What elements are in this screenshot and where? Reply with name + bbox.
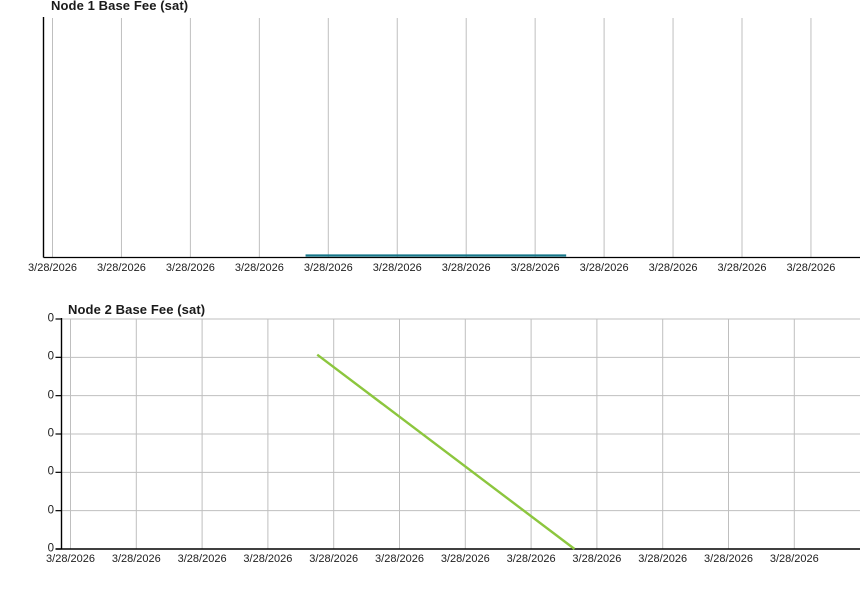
x-tick-label: 3/28/2026 [638, 553, 688, 565]
x-tick-label: 3/28/2026 [177, 553, 227, 565]
x-tick-label: 3/28/2026 [165, 261, 215, 274]
x-tick-label: 3/28/2026 [309, 553, 359, 565]
x-tick-label: 3/28/2026 [303, 261, 353, 274]
x-tick-label: 3/28/2026 [717, 261, 767, 274]
y-tick-label: 0 [47, 504, 54, 517]
y-tick-label: 0 [47, 389, 54, 402]
x-tick-label: 3/28/2026 [46, 553, 95, 565]
y-tick-label: 0 [47, 465, 54, 478]
chart-panel-node1: Node 1 Base Fee (sat) 3/28/2026 3/28/2026… [0, 0, 860, 292]
x-tick-label: 3/28/2026 [648, 261, 698, 274]
x-tick-label: 3/28/2026 [441, 261, 491, 274]
chart-panel-node2: Node 2 Base Fee (sat) 0 0 0 0 0 0 0 3/28/2026 3… [0, 292, 860, 600]
chart-title-node1: Node 1 Base Fee (sat) [51, 0, 189, 13]
x-tick-label: 3/28/2026 [243, 553, 293, 565]
x-tick-label: 3/28/2026 [704, 553, 753, 565]
x-tick-label: 3/28/2026 [375, 553, 424, 565]
chart-title-node2: Node 2 Base Fee (sat) [68, 302, 206, 317]
x-tick-label: 3/28/2026 [579, 261, 629, 274]
x-tick-label: 3/28/2026 [506, 553, 556, 565]
x-tick-label: 3/28/2026 [372, 261, 422, 274]
x-tick-label: 3/28/2026 [510, 261, 560, 274]
x-tick-label: 3/28/2026 [96, 261, 146, 274]
x-tick-label: 3/28/2026 [111, 553, 161, 565]
x-tick-label: 3/28/2026 [234, 261, 284, 274]
y-tick-label: 0 [47, 427, 54, 440]
plot-area-node1 [42, 17, 860, 259]
x-tick-label: 3/28/2026 [440, 553, 490, 565]
x-tick-label: 3/28/2026 [769, 553, 819, 565]
data-line-node2 [316, 353, 576, 550]
x-tick-label: 3/28/2026 [786, 261, 836, 274]
x-tick-label: 3/28/2026 [28, 261, 77, 274]
x-tick-label: 3/28/2026 [572, 553, 622, 565]
y-tick-label: 0 [47, 542, 54, 555]
y-tick-label: 0 [47, 312, 54, 325]
plot-area-node2 [55, 318, 860, 550]
y-tick-label: 0 [47, 350, 54, 363]
